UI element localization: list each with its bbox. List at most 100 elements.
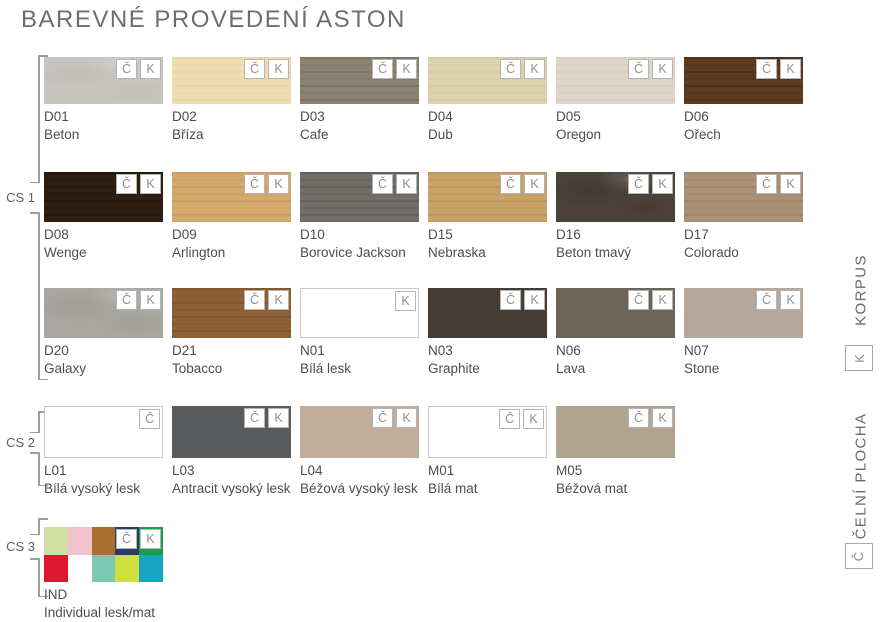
badge-korpus: K (652, 290, 673, 310)
badge-front: Č (116, 174, 137, 194)
swatch-code: D06 (684, 109, 709, 124)
badge-front: Č (139, 409, 160, 429)
badge-korpus: K (652, 174, 673, 194)
swatch-name: Ořech (684, 127, 721, 142)
swatch-code: D16 (556, 227, 581, 242)
swatch-name: Cafe (300, 127, 329, 142)
badge-korpus: K (652, 408, 673, 428)
swatch-code: D04 (428, 109, 453, 124)
badge-korpus: K (268, 408, 289, 428)
swatch-code: D20 (44, 343, 69, 358)
badge-front: Č (756, 290, 777, 310)
swatch-code: D03 (300, 109, 325, 124)
patch-cell (139, 554, 163, 582)
badge-korpus: K (396, 174, 417, 194)
swatch-tile: Č (44, 406, 163, 458)
badge-korpus: K (524, 59, 545, 79)
badge-group: Č (139, 409, 160, 429)
page-title: BAREVNÉ PROVEDENÍ ASTON (21, 6, 406, 33)
swatch-name: Bříza (172, 127, 204, 142)
swatch-code: IND (44, 587, 68, 602)
swatch-code: L01 (44, 463, 67, 478)
swatch-code: N06 (556, 343, 581, 358)
patch-cell (44, 554, 68, 582)
badge-korpus: K (523, 409, 544, 429)
badge-front: Č (499, 409, 520, 429)
patch-row (44, 554, 163, 582)
group-label: CS 2 (6, 434, 35, 450)
swatch-tile: K (300, 288, 419, 338)
front-surface-key-letter: Č (851, 551, 867, 561)
bracket-bottom-tick (38, 378, 48, 380)
korpus-vertical-label: KORPUS (852, 254, 870, 326)
badge-front: Č (756, 59, 777, 79)
patch-cell (91, 527, 116, 555)
badge-front: Č (116, 290, 137, 310)
swatch-name: Borovice Jackson (300, 245, 406, 260)
bracket-vertical (38, 558, 40, 597)
group-label: CS 3 (6, 538, 35, 554)
bracket-gap-tick (30, 452, 38, 454)
badge-front: Č (244, 290, 265, 310)
swatch-name: Graphite (428, 361, 480, 376)
swatch-code: D02 (172, 109, 197, 124)
swatch-code: D15 (428, 227, 453, 242)
swatch-code: N07 (684, 343, 709, 358)
badge-korpus: K (268, 59, 289, 79)
swatch-name: Bílá lesk (300, 361, 352, 376)
badge-front: Č (244, 174, 265, 194)
badge-korpus: K (140, 59, 161, 79)
badge-front: Č (628, 59, 649, 79)
badge-front: Č (500, 59, 521, 79)
swatch-code: M01 (428, 463, 455, 478)
swatch-name: Arlington (172, 245, 226, 260)
badge-front: Č (372, 174, 393, 194)
badge-front: Č (628, 408, 649, 428)
bracket-vertical (38, 212, 40, 380)
badge-korpus: K (140, 290, 161, 310)
bracket-vertical (38, 55, 40, 183)
badge-korpus: K (396, 408, 417, 428)
front-surface-key-box: Č (845, 543, 873, 569)
swatch-code: N03 (428, 343, 453, 358)
bracket-top-tick (38, 518, 48, 520)
swatch-name: Galaxy (44, 361, 87, 376)
swatch-name: Colorado (684, 245, 739, 260)
badge-group: K (395, 291, 416, 311)
badge-front: Č (372, 59, 393, 79)
swatch-name: Tobacco (172, 361, 223, 376)
badge-front: Č (628, 174, 649, 194)
swatch-name: Lava (556, 361, 586, 376)
korpus-key-letter: K (851, 353, 867, 363)
bracket-vertical (38, 452, 40, 486)
